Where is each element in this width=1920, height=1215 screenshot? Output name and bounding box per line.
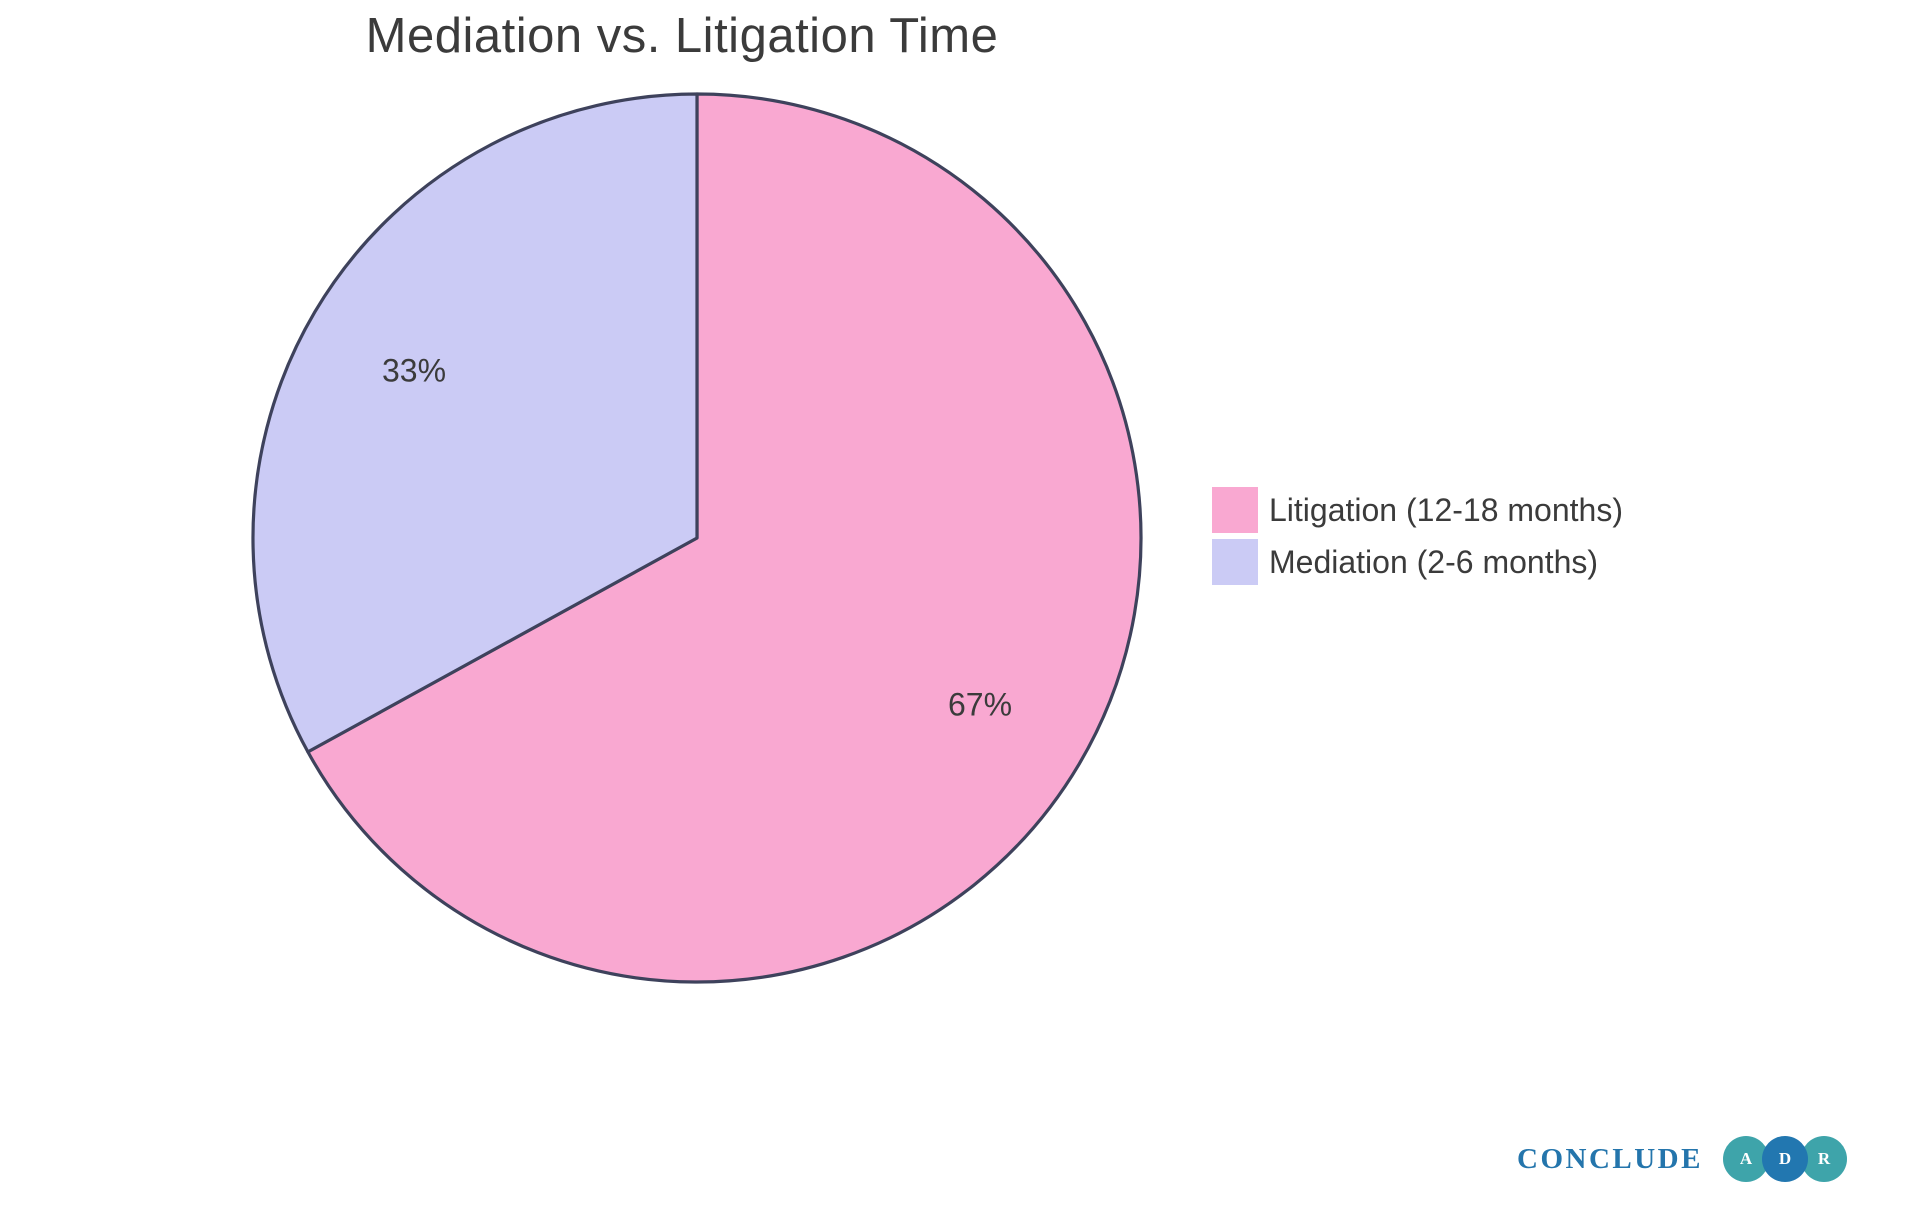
brand-badge-d: D <box>1761 1136 1808 1182</box>
legend-item-mediation[interactable]: Mediation (2-6 months) <box>1212 539 1623 585</box>
legend: Litigation (12-18 months) Mediation (2-6… <box>1212 487 1623 591</box>
legend-swatch-litigation <box>1212 487 1258 533</box>
brand-badge-a: A <box>1722 1136 1769 1182</box>
legend-label-mediation: Mediation (2-6 months) <box>1269 543 1599 580</box>
legend-label-litigation: Litigation (12-18 months) <box>1269 491 1623 528</box>
legend-swatch-mediation <box>1212 539 1258 585</box>
brand-badge-group: A D R <box>1722 1136 1847 1182</box>
brand-logo: CONCLUDE A D R <box>1517 1133 1847 1185</box>
brand-wordmark: CONCLUDE <box>1517 1142 1703 1175</box>
pie-slice-mediation[interactable] <box>251 92 699 754</box>
legend-item-litigation[interactable]: Litigation (12-18 months) <box>1212 487 1623 533</box>
pie-slice-litigation[interactable] <box>306 92 1143 984</box>
chart-title: Mediation vs. Litigation Time <box>365 9 999 63</box>
brand-badge-r: R <box>1800 1136 1847 1182</box>
